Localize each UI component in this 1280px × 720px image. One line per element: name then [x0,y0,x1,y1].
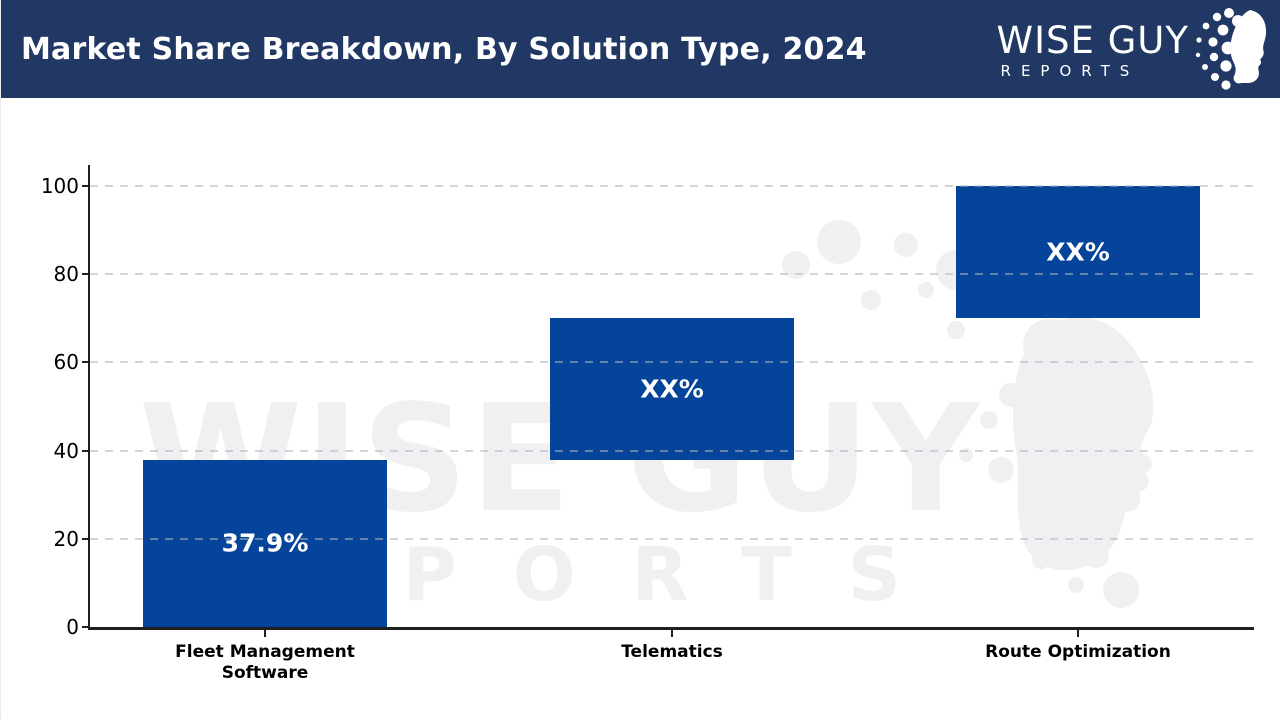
bar-value-label: XX% [1046,237,1110,267]
x-category-label: Route Optimization [985,642,1171,662]
y-tick-label: 20 [53,526,79,551]
gridline [90,185,1254,187]
bar-segment [143,459,387,627]
y-axis-spine [88,165,90,629]
header: Market Share Breakdown, By Solution Type… [1,0,1280,98]
y-tick-mark [82,185,90,187]
wiseguy-logo-text: WISE GUY REPORTS [997,22,1189,79]
gridline [90,361,1254,364]
x-tick-mark [1077,629,1079,637]
x-category-label: Telematics [621,642,723,662]
x-tick-mark [264,629,266,637]
y-tick-mark [82,449,90,452]
y-tick-label: 40 [53,438,79,463]
wiseguy-logo-wordmark: WISE GUY [996,18,1189,62]
bar-value-label: XX% [640,374,704,404]
bar-segment [550,317,794,460]
x-tick-mark [671,629,673,637]
bar-value-label: 37.9% [221,528,309,558]
x-category-label: Fleet Management Software [175,642,355,684]
y-tick-label: 100 [40,174,79,198]
gridline [90,537,1254,540]
y-tick-mark [82,626,90,628]
y-tick-mark [82,273,90,276]
y-tick-label: 60 [53,350,79,375]
wiseguy-logo-subtitle: REPORTS [1000,61,1140,80]
y-tick-label: 0 [66,615,79,639]
page-title: Market Share Breakdown, By Solution Type… [21,31,867,67]
y-tick-mark [82,537,90,540]
gridline [90,273,1254,276]
y-tick-label: 80 [53,262,79,287]
gridline [90,449,1254,452]
x-axis-spine [88,627,1254,630]
wiseguy-logo: WISE GUY REPORTS [997,8,1267,92]
plot-area: 0 20 40 60 80 100 37.9% XX% XX% Fleet Management … [1,98,1280,720]
y-tick-mark [82,361,90,364]
wiseguy-face-icon [1195,8,1267,90]
chart-card: WISE GUY REPORTS [1,98,1280,720]
